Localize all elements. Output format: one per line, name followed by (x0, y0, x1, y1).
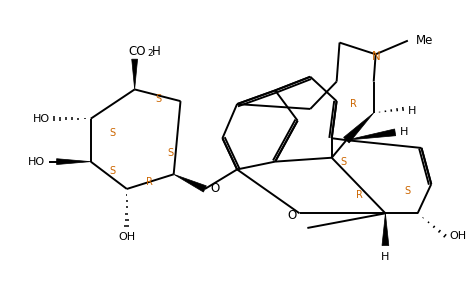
Text: H: H (152, 45, 161, 58)
Text: S: S (109, 128, 115, 138)
Text: S: S (405, 186, 411, 196)
Text: R: R (146, 177, 153, 187)
Polygon shape (174, 174, 206, 192)
Text: 2: 2 (147, 49, 153, 58)
Text: O: O (211, 183, 220, 195)
Text: S: S (340, 157, 347, 167)
Polygon shape (347, 129, 396, 140)
Polygon shape (382, 213, 389, 246)
Text: O: O (287, 209, 297, 222)
Text: S: S (155, 94, 161, 104)
Text: S: S (109, 166, 115, 176)
Text: HO: HO (33, 114, 50, 124)
Text: H: H (400, 127, 409, 137)
Text: R: R (356, 190, 362, 200)
Text: OH: OH (450, 231, 467, 241)
Polygon shape (132, 59, 138, 89)
Text: H: H (408, 106, 416, 116)
Text: S: S (168, 148, 174, 158)
Text: N: N (372, 50, 381, 63)
Text: R: R (350, 99, 357, 109)
Text: CO: CO (129, 45, 146, 58)
Text: Me: Me (416, 34, 433, 47)
Polygon shape (344, 113, 374, 143)
Text: OH: OH (118, 232, 135, 242)
Text: HO: HO (28, 157, 45, 167)
Text: H: H (381, 252, 389, 262)
Polygon shape (57, 159, 91, 165)
